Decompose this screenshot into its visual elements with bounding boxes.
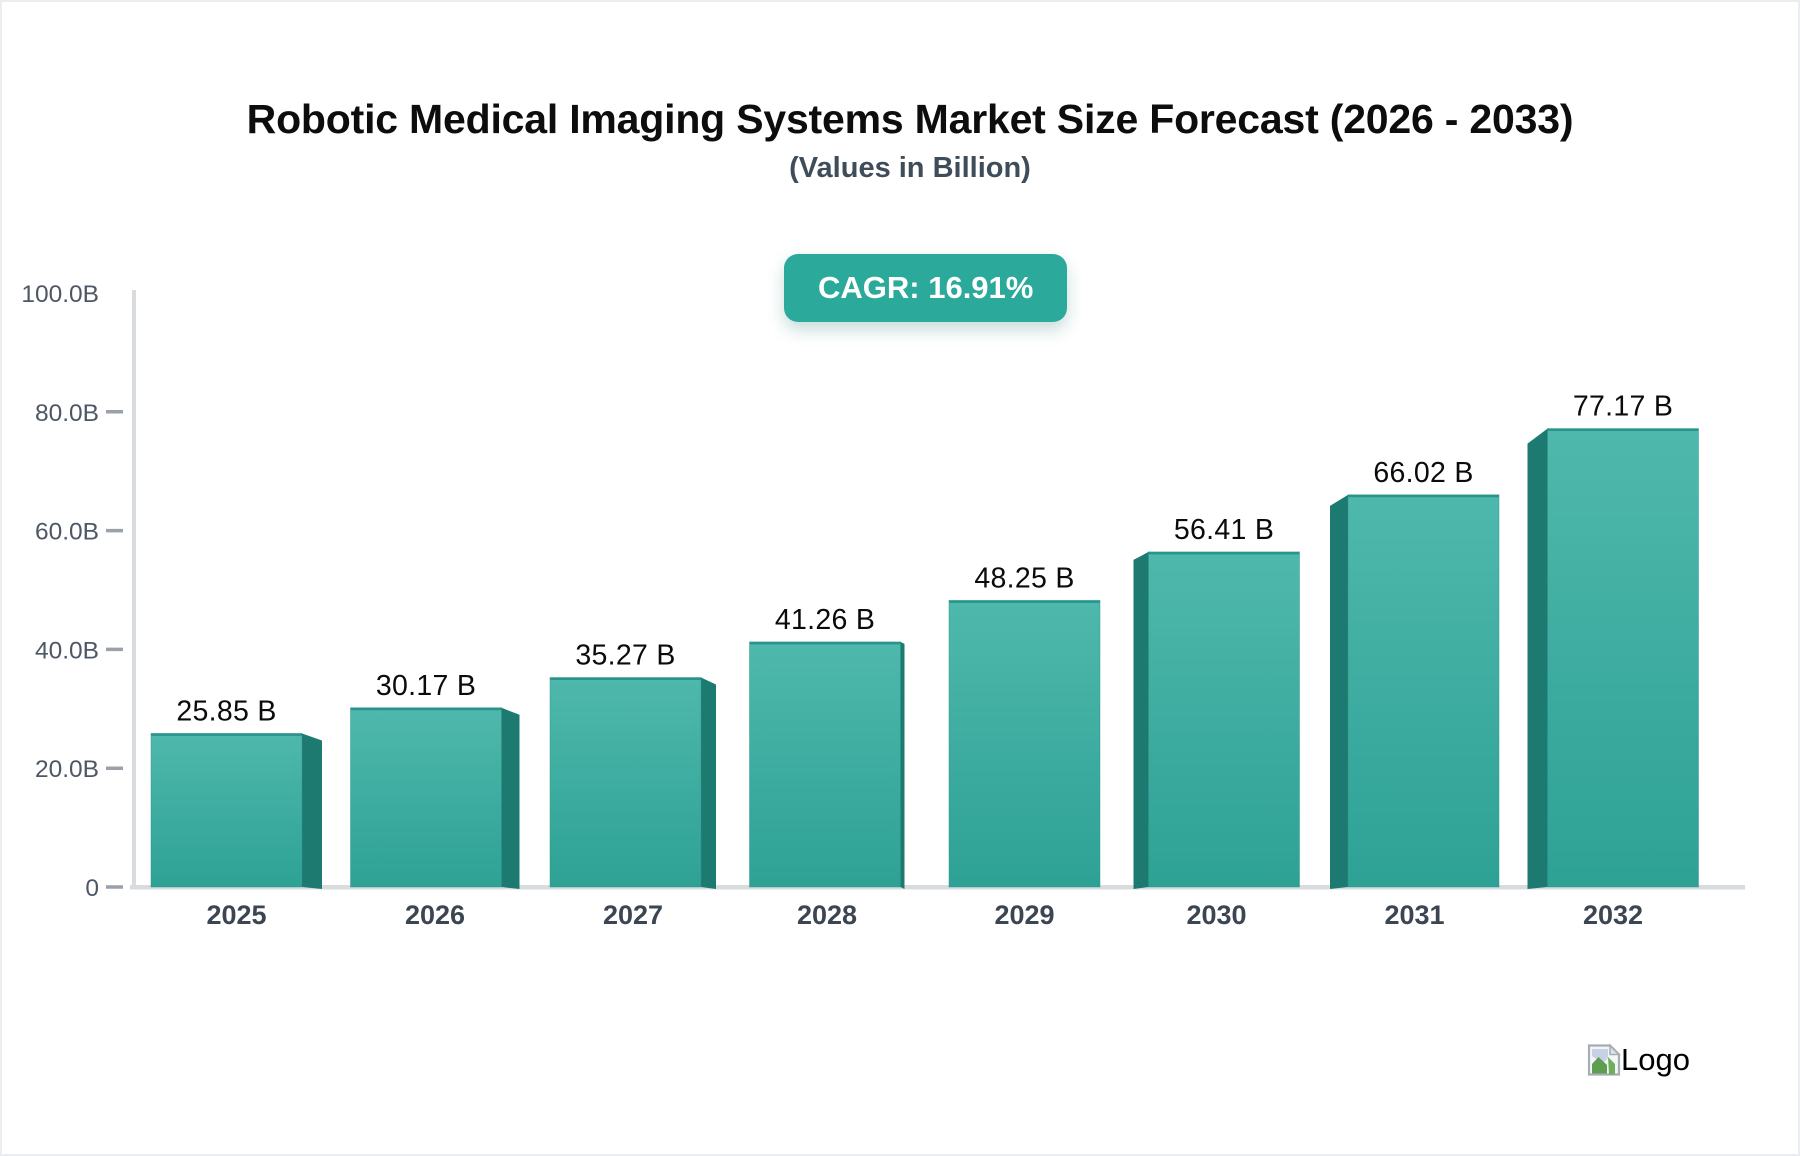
chart-subtitle: (Values in Billion): [789, 152, 1031, 184]
bar-front-face: [749, 641, 901, 888]
bar-value-label: 48.25 B: [974, 562, 1074, 594]
y-tick-label: 100.0B: [21, 281, 99, 308]
bar-value-label: 30.17 B: [376, 670, 476, 702]
bar-chart-svg: 100.0B 80.0B 60.0B 40.0B 20.0B 0 25.85 B 2025 30…: [21, 281, 1745, 930]
bar-value-label: 35.27 B: [575, 639, 675, 671]
bar-2031[interactable]: 66.02 B: [1330, 457, 1500, 889]
bar-2030[interactable]: 56.41 B: [1133, 514, 1300, 889]
bar-value-label: 66.02 B: [1373, 457, 1473, 489]
bar-front-face: [350, 707, 502, 888]
bar-value-label: 77.17 B: [1573, 391, 1673, 423]
y-tick-label: 20.0B: [35, 756, 99, 783]
chart-title: Robotic Medical Imaging Systems Market S…: [246, 96, 1574, 142]
x-tick-label: 2031: [1384, 900, 1444, 930]
bar-value-label: 41.26 B: [775, 604, 875, 636]
x-axis-line: [130, 885, 1745, 890]
x-tick-label: 2029: [994, 900, 1054, 930]
bar-side-face: [501, 707, 520, 889]
x-tick-label: 2030: [1186, 900, 1246, 930]
x-tick-label: 2027: [603, 900, 663, 930]
bar-side-face: [1527, 428, 1548, 889]
bar-side-face: [701, 677, 716, 889]
logo[interactable]: Logo: [1585, 1042, 1690, 1078]
bar-value-label: 56.41 B: [1174, 514, 1274, 546]
x-tick-label: 2032: [1583, 900, 1643, 930]
bar-front-face: [1148, 551, 1300, 888]
x-tick-label: 2025: [206, 900, 266, 930]
y-tick-label: 40.0B: [35, 637, 99, 664]
bar-2032[interactable]: 77.17 B: [1527, 391, 1699, 889]
bar-front-face: [1547, 428, 1699, 888]
x-tick-label: 2028: [797, 900, 857, 930]
bar-side-face: [302, 733, 322, 889]
y-tick-label: 0: [85, 875, 99, 902]
bar-value-label: 25.85 B: [176, 695, 276, 727]
bar-front-face: [549, 676, 702, 888]
bar-side-face: [1133, 551, 1149, 889]
y-tick-label: 60.0B: [35, 519, 99, 546]
x-tick-label: 2026: [405, 900, 465, 930]
bar-side-face: [1330, 494, 1348, 889]
logo-alt-text: Logo: [1621, 1042, 1690, 1077]
broken-image-icon: [1585, 1043, 1622, 1077]
y-tick-label: 80.0B: [35, 400, 99, 427]
bar-front-face: [948, 599, 1101, 888]
cagr-badge: CAGR: 16.91%: [784, 254, 1068, 322]
bar-2025[interactable]: 25.85 B: [150, 695, 322, 889]
bar-2028[interactable]: 41.26 B: [749, 604, 905, 889]
bar-side-face: [900, 641, 905, 889]
bar-front-face: [150, 732, 303, 888]
bar-2027[interactable]: 35.27 B: [549, 639, 716, 889]
bar-front-face: [1347, 494, 1500, 888]
bar-2026[interactable]: 30.17 B: [350, 670, 520, 889]
bar-2029[interactable]: 48.25 B: [948, 562, 1101, 888]
